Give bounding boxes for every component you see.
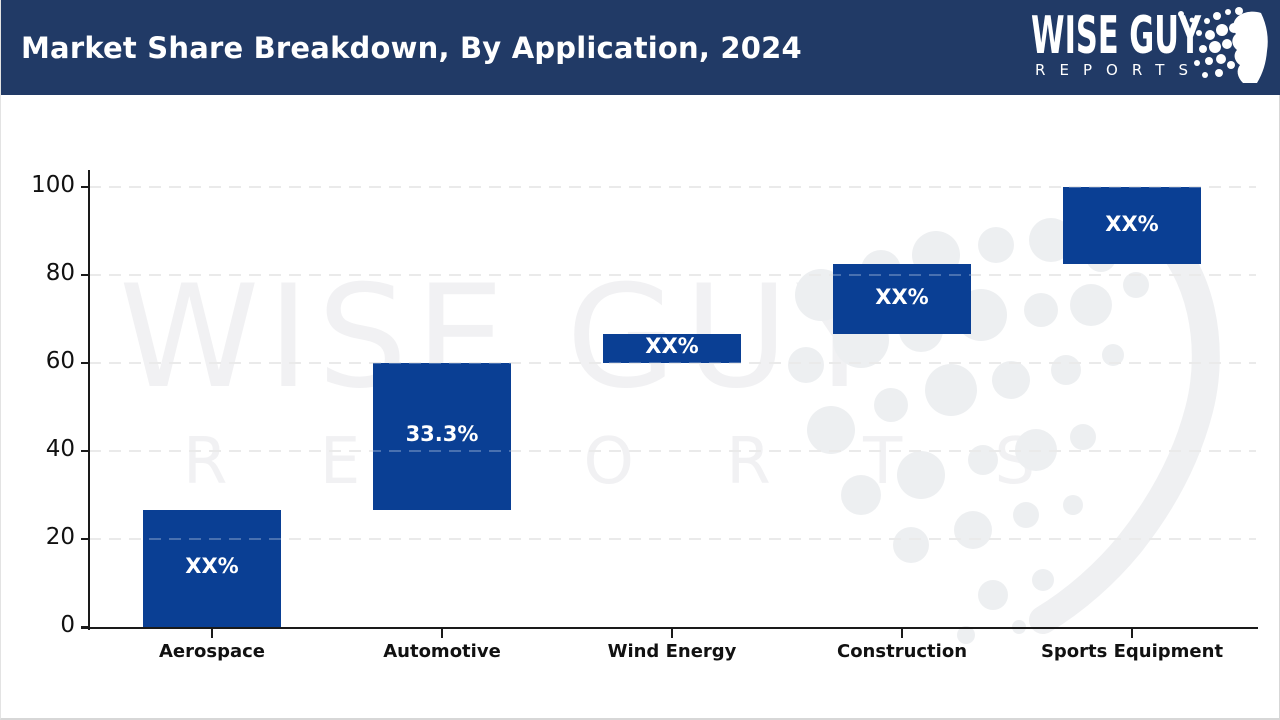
bar-value-label-aerospace: XX%: [185, 554, 239, 579]
logo-subtext: REPORTS: [1035, 61, 1197, 79]
bar-wind-energy: [603, 333, 741, 363]
bar-value-label-wind-energy: XX%: [645, 334, 699, 359]
x-category-label-sports-equipment: Sports Equipment: [1040, 641, 1224, 662]
gridline-overlay-60: [89, 362, 1256, 364]
wise-guy-logo: WISE GUY REPORTS: [1031, 6, 1268, 83]
logo-face-icon: [1232, 11, 1268, 83]
y-tick-mark-40: [81, 450, 89, 452]
logo-text: WISE GUY: [1031, 6, 1202, 66]
gridline-100: [89, 186, 1256, 188]
chart-area: WISE GUY R E P O R T S XX% 33.3% XX% XX% XX%: [1, 95, 1280, 720]
y-tick-mark-0: [81, 626, 89, 628]
x-category-label-wind-energy: Wind Energy: [607, 641, 737, 662]
y-tick-label-20: 20: [45, 524, 75, 550]
gridline-overlay-100: [89, 186, 1256, 188]
x-tick-mark-aerospace: [211, 629, 213, 638]
x-category-label-aerospace: Aerospace: [158, 641, 265, 662]
y-tick-mark-80: [81, 274, 89, 276]
x-tick-mark-automotive: [441, 629, 443, 638]
watermark-subtext: R E P O R T S: [183, 425, 1072, 499]
bar-aerospace: [143, 509, 281, 627]
x-category-label-automotive: Automotive: [383, 641, 501, 662]
bar-value-label-automotive: 33.3%: [405, 422, 479, 447]
header-bar: Market Share Breakdown, By Application, …: [1, 0, 1280, 95]
y-tick-label-40: 40: [45, 436, 75, 462]
y-tick-label-80: 80: [45, 260, 75, 286]
watermark-head-graphic: [788, 216, 1220, 644]
chart-title: Market Share Breakdown, By Application, …: [21, 30, 802, 65]
bar-value-label-construction: XX%: [875, 284, 929, 309]
gridline-overlay-80: [89, 274, 1256, 276]
gridline-60: [89, 362, 1256, 364]
bar-construction: [833, 264, 971, 334]
y-tick-mark-100: [81, 186, 89, 188]
bar-value-label-sports-equipment: XX%: [1105, 211, 1159, 236]
x-tick-mark-construction: [901, 629, 903, 638]
bar-automotive: [373, 363, 511, 510]
x-axis-line: [81, 627, 1258, 629]
gridline-80: [89, 274, 1256, 276]
gridline-overlay-20: [89, 538, 1256, 540]
y-tick-label-100: 100: [31, 172, 75, 198]
x-category-label-construction: Construction: [836, 641, 968, 662]
y-tick-label-0: 0: [60, 612, 75, 638]
x-tick-mark-wind-energy: [671, 629, 673, 638]
gridline-40: [89, 450, 1256, 452]
y-tick-mark-60: [81, 362, 89, 364]
gridline-overlay-40: [89, 450, 1256, 452]
gridline-20: [89, 538, 1256, 540]
y-tick-label-60: 60: [45, 348, 75, 374]
y-axis-line: [88, 170, 90, 630]
y-tick-mark-20: [81, 538, 89, 540]
bar-sports-equipment: [1063, 187, 1201, 265]
x-tick-mark-sports-equipment: [1131, 629, 1133, 638]
